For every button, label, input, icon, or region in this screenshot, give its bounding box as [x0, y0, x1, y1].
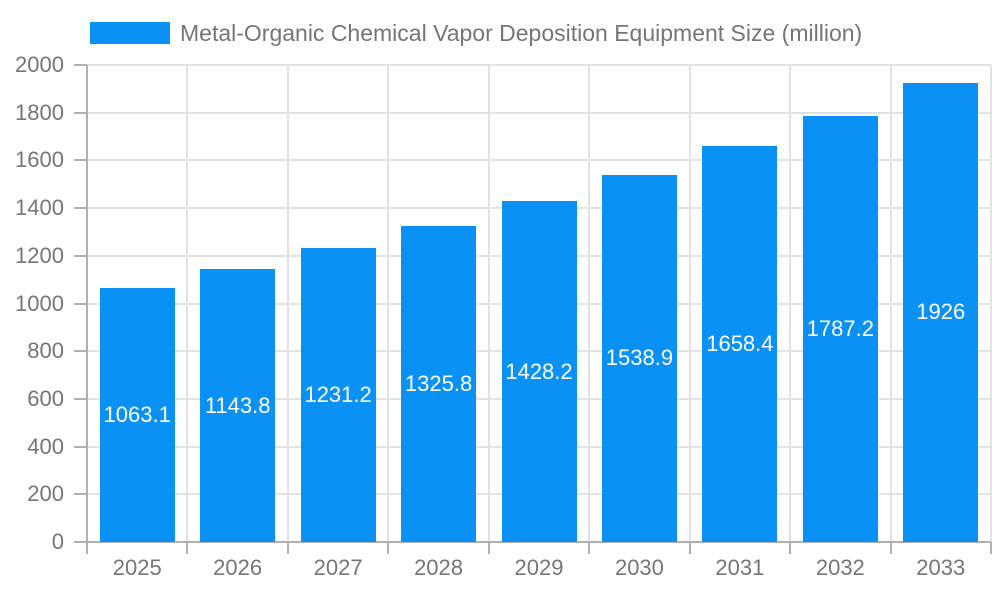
- y-tick: [74, 350, 87, 353]
- x-axis-line: [87, 541, 991, 543]
- y-tick: [74, 397, 87, 400]
- y-gridline: [87, 111, 991, 114]
- y-tick: [74, 207, 87, 210]
- x-gridline: [789, 65, 792, 542]
- y-axis-tick-label: 0: [51, 529, 64, 554]
- y-axis-tick-label: 200: [27, 481, 64, 507]
- x-axis-tick-label: 2026: [213, 555, 263, 580]
- y-axis-tick-label: 400: [27, 433, 64, 459]
- bar-2029[interactable]: 1428.2: [501, 201, 577, 542]
- x-axis-tick-label: 2027: [313, 555, 363, 580]
- x-tick: [789, 542, 792, 554]
- x-tick: [387, 542, 390, 554]
- y-tick: [74, 302, 87, 305]
- y-tick: [74, 64, 87, 66]
- bar-value-label: 1787.2: [806, 315, 874, 341]
- x-tick: [286, 542, 289, 554]
- x-axis-tick-label: 2030: [614, 555, 664, 580]
- bar-2027[interactable]: 1231.2: [300, 248, 376, 542]
- x-tick: [86, 542, 88, 554]
- bar-2031[interactable]: 1658.4: [702, 146, 778, 542]
- x-tick: [889, 542, 892, 554]
- x-gridline: [286, 65, 289, 542]
- x-tick: [487, 542, 490, 554]
- x-tick: [688, 542, 691, 554]
- y-axis-tick-label: 1600: [15, 147, 64, 173]
- bar-2030[interactable]: 1538.9: [601, 174, 677, 542]
- y-axis-line: [86, 65, 88, 542]
- y-axis-tick-label: 1000: [15, 290, 64, 316]
- y-tick: [74, 254, 87, 257]
- x-gridline: [588, 65, 591, 542]
- y-axis-tick-label: 2000: [15, 52, 64, 77]
- bar-value-label: 1143.8: [204, 392, 271, 418]
- y-gridline: [87, 159, 991, 162]
- x-gridline: [387, 65, 390, 542]
- y-tick: [74, 159, 87, 162]
- x-gridline: [990, 65, 992, 542]
- bar-2025[interactable]: 1063.1: [99, 288, 175, 542]
- y-axis-tick-label: 1200: [15, 242, 64, 268]
- chart-legend[interactable]: Metal-Organic Chemical Vapor Deposition …: [90, 19, 863, 46]
- y-tick: [74, 445, 87, 448]
- legend-label: Metal-Organic Chemical Vapor Deposition …: [180, 19, 863, 46]
- x-gridline: [186, 65, 189, 542]
- y-tick: [74, 493, 87, 496]
- y-tick: [74, 541, 87, 543]
- y-gridline: [87, 64, 991, 66]
- legend-swatch: [90, 22, 170, 44]
- bar-value-label: 1658.4: [706, 331, 774, 357]
- bar-value-label: 1926: [916, 299, 966, 325]
- x-axis-tick-label: 2033: [916, 555, 966, 580]
- y-axis-tick-label: 1400: [15, 195, 64, 221]
- x-gridline: [889, 65, 892, 542]
- bar-value-label: 1325.8: [404, 370, 473, 396]
- y-tick: [74, 111, 87, 114]
- bar-2033[interactable]: 1926: [903, 82, 979, 542]
- x-gridline: [688, 65, 691, 542]
- x-axis-tick-label: 2032: [815, 555, 865, 580]
- bar-value-label: 1538.9: [605, 345, 674, 371]
- x-axis-tick-label: 2025: [112, 555, 162, 580]
- bar-value-label: 1063.1: [103, 402, 171, 428]
- y-axis-tick-label: 800: [27, 338, 64, 364]
- x-tick: [990, 542, 992, 554]
- bar-2026[interactable]: 1143.8: [200, 269, 276, 542]
- y-axis-tick-label: 600: [27, 385, 64, 411]
- bar-2032[interactable]: 1787.2: [802, 115, 878, 542]
- x-axis-tick-label: 2029: [514, 555, 564, 580]
- y-axis-tick-label: 1800: [15, 99, 64, 125]
- bar-value-label: 1428.2: [505, 358, 573, 384]
- bar-value-label: 1231.2: [304, 382, 372, 408]
- x-axis-tick-label: 2028: [414, 555, 464, 580]
- x-tick: [186, 542, 189, 554]
- x-axis-tick-label: 2031: [715, 555, 765, 580]
- x-tick: [588, 542, 591, 554]
- bar-2028[interactable]: 1325.8: [401, 225, 477, 542]
- x-gridline: [487, 65, 490, 542]
